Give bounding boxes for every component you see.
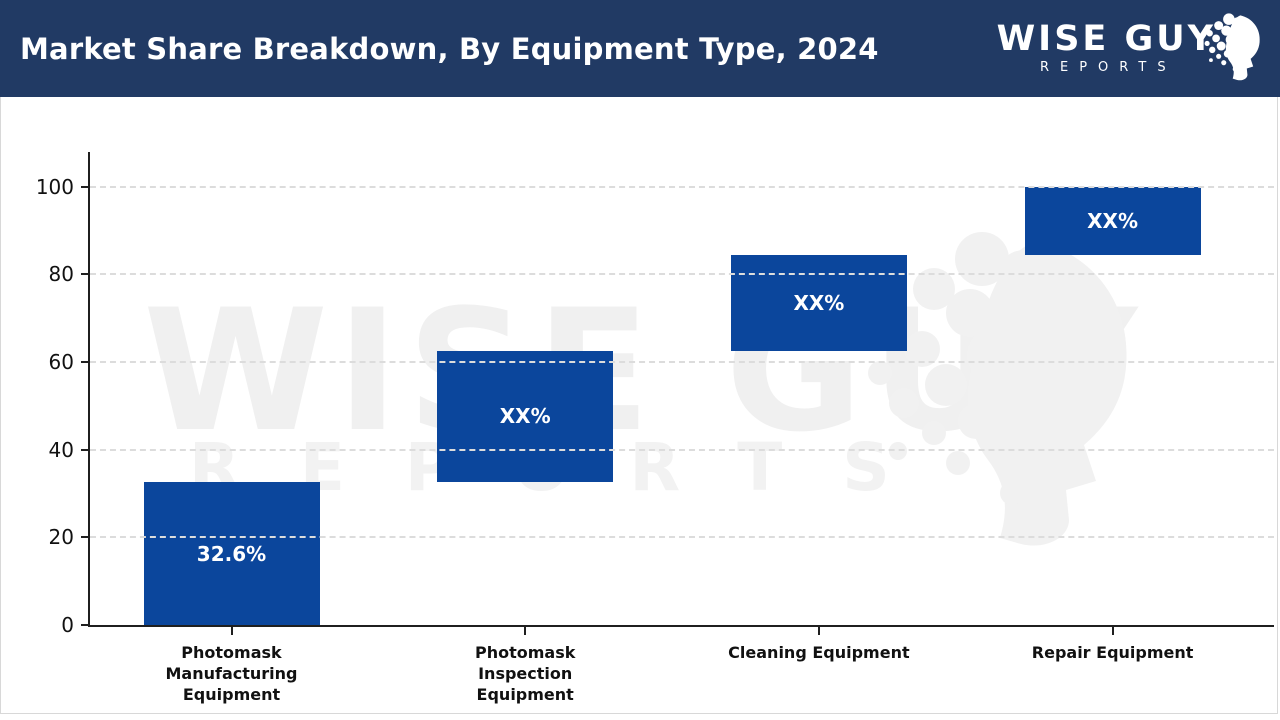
y-axis-tick: [81, 448, 90, 451]
page-title: Market Share Breakdown, By Equipment Typ…: [20, 31, 879, 66]
y-axis-spine: [88, 152, 90, 627]
bar-segment: XX%: [437, 350, 614, 483]
y-axis-tick: [81, 360, 90, 363]
x-axis-tick: [524, 627, 527, 635]
category-label-line: Equipment: [476, 685, 574, 704]
gridline-y20: [90, 536, 1274, 539]
y-axis-tick-label: 80: [48, 262, 74, 287]
brand-logo-text: WISE GUY REPORTS: [997, 20, 1216, 75]
y-axis-tick-label: 0: [61, 613, 74, 637]
category-label-line: Equipment: [182, 685, 281, 704]
bar-value-label: XX%: [499, 404, 551, 429]
brand-head-icon: [1202, 10, 1266, 84]
category-label-line: Manufacturing: [165, 664, 298, 683]
x-axis-spine: [88, 625, 1274, 627]
x-axis-category-label: Repair Equipment: [968, 642, 1258, 663]
bar-value-label: XX%: [1087, 209, 1139, 233]
gridline-y40: [90, 448, 1274, 451]
y-axis-tick: [81, 536, 90, 539]
gridline-y100: [90, 185, 1274, 188]
x-axis-tick: [817, 627, 820, 635]
bar-segment: 32.6%: [143, 482, 320, 625]
category-label-line: Cleaning Equipment: [728, 643, 910, 662]
header-bar: Market Share Breakdown, By Equipment Typ…: [0, 0, 1280, 97]
category-label-line: Photomask: [474, 643, 576, 662]
x-axis-category-label: Cleaning Equipment: [674, 642, 964, 663]
y-axis-tick-label: 100: [35, 174, 74, 199]
x-axis-tick: [230, 627, 233, 635]
y-axis-tick-label: 40: [48, 437, 74, 462]
category-label-line: Repair Equipment: [1031, 643, 1194, 662]
x-axis-category-label: Photomask Inspection Equipment: [380, 642, 670, 705]
y-axis-tick: [81, 273, 90, 276]
bar-value-label: XX%: [793, 290, 845, 315]
brand-name: WISE GUY: [996, 18, 1216, 59]
chart-canvas: WISE GUY REPORTS 02040608010032.6%Photom…: [0, 97, 1278, 714]
y-axis-tick-label: 60: [48, 349, 74, 374]
category-label-line: Photomask: [181, 643, 282, 662]
y-axis-tick-label: 20: [48, 525, 74, 550]
bar-segment: XX%: [730, 255, 907, 351]
brand-logo: WISE GUY REPORTS: [997, 10, 1266, 84]
gridline-y80: [90, 273, 1274, 276]
x-axis-category-label: Photomask Manufacturing Equipment: [87, 642, 377, 705]
category-label-line: Inspection: [478, 664, 573, 683]
bar-segment: XX%: [1024, 186, 1201, 256]
y-axis-tick: [81, 624, 90, 626]
y-axis-tick: [81, 185, 90, 188]
gridline-y60: [90, 360, 1274, 363]
x-axis-tick: [1111, 627, 1114, 635]
brand-subtitle: REPORTS: [1039, 59, 1177, 75]
bar-value-label: 32.6%: [196, 541, 267, 566]
